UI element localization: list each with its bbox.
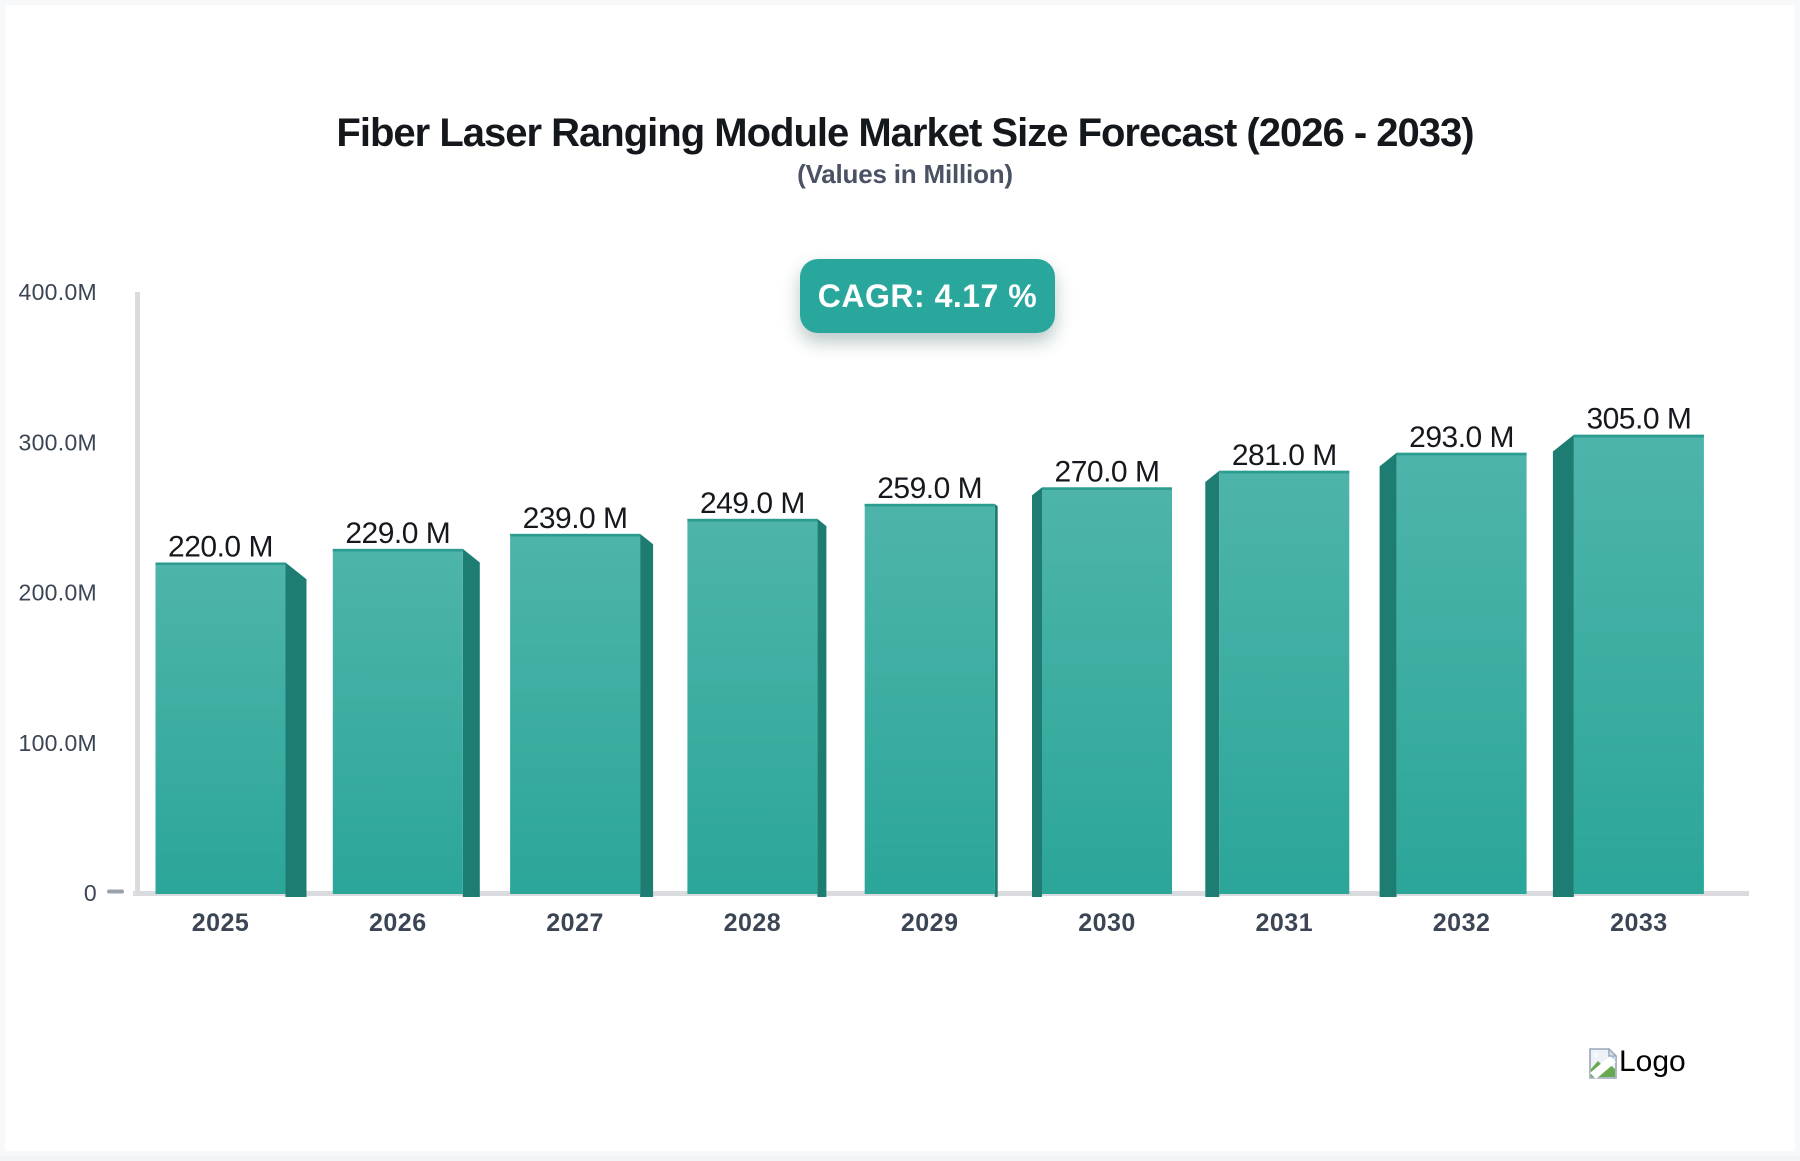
bar-group-2031: 281.0 M 2031 [1205, 439, 1350, 937]
bar [155, 562, 286, 894]
logo-alt-text: Logo [1619, 1045, 1686, 1078]
bar [864, 503, 995, 894]
bar [1219, 470, 1350, 894]
bar-side-face [285, 562, 307, 897]
logo: Logo [1588, 1042, 1686, 1082]
bar-value-label: 281.0 M [1232, 439, 1337, 472]
bar-group-2027: 239.0 M 2027 [510, 502, 654, 937]
x-tick-label: 2030 [1078, 909, 1136, 937]
y-tick-label: 400.0M [18, 279, 97, 305]
bar-value-label: 270.0 M [1055, 455, 1160, 488]
bar [687, 518, 818, 894]
x-tick-label: 2031 [1255, 909, 1313, 937]
bar-side-face [462, 548, 480, 897]
zero-tick-mark [107, 889, 124, 894]
bar-side-face [1552, 434, 1574, 897]
bar-side-face [1379, 452, 1397, 897]
bar-value-label: 249.0 M [700, 487, 805, 520]
bar-group-2026: 229.0 M 2026 [332, 517, 480, 937]
bar-group-2033: 305.0 M 2033 [1552, 403, 1704, 937]
x-tick-label: 2027 [546, 909, 604, 937]
bar-group-2030: 270.0 M 2030 [1032, 455, 1172, 937]
y-tick-label: 200.0M [18, 580, 97, 606]
bar [510, 533, 641, 894]
bar-side-face [640, 533, 654, 897]
broken-image-icon [1589, 1047, 1618, 1079]
bar-value-label: 259.0 M [877, 472, 982, 505]
bar-value-label: 305.0 M [1586, 403, 1691, 436]
y-tick-label: 100.0M [18, 730, 97, 756]
bar [1396, 452, 1527, 894]
bar [332, 548, 463, 894]
y-tick-label: 300.0M [18, 429, 97, 455]
y-tick-label: 0 [84, 880, 97, 906]
bar-side-face [1032, 487, 1042, 897]
x-tick-label: 2032 [1433, 909, 1491, 937]
bar [1573, 434, 1704, 894]
cagr-badge: CAGR: 4.17 % [800, 259, 1055, 333]
x-tick-label: 2033 [1610, 909, 1668, 937]
cagr-badge-label: CAGR: 4.17 % [817, 277, 1038, 314]
bar-value-label: 229.0 M [345, 517, 450, 550]
chart-card: Fiber Laser Ranging Module Market Size F… [5, 5, 1795, 1151]
bar-value-label: 239.0 M [523, 502, 628, 535]
x-tick-label: 2029 [901, 909, 959, 937]
bar-chart: 400.0M 300.0M 200.0M 100.0M 0 220.0 M 2025 229.… [18, 279, 1749, 937]
bar-group-2032: 293.0 M 2032 [1379, 421, 1527, 937]
x-tick-label: 2025 [192, 909, 250, 937]
bar-side-face [1205, 470, 1220, 897]
bar-side-face [994, 503, 998, 897]
chart-subtitle: (Values in Million) [797, 159, 1013, 189]
bar [1042, 487, 1172, 894]
y-axis-line [135, 292, 140, 896]
chart-title: Fiber Laser Ranging Module Market Size F… [336, 111, 1474, 155]
x-tick-label: 2026 [369, 909, 427, 937]
bar-group-2029: 259.0 M 2029 [864, 472, 998, 937]
bar-group-2028: 249.0 M 2028 [687, 487, 827, 937]
x-tick-label: 2028 [724, 909, 782, 937]
bar-side-face [817, 518, 827, 897]
bar-value-label: 293.0 M [1409, 421, 1514, 454]
bar-group-2025: 220.0 M 2025 [155, 530, 307, 937]
bar-value-label: 220.0 M [168, 530, 273, 563]
